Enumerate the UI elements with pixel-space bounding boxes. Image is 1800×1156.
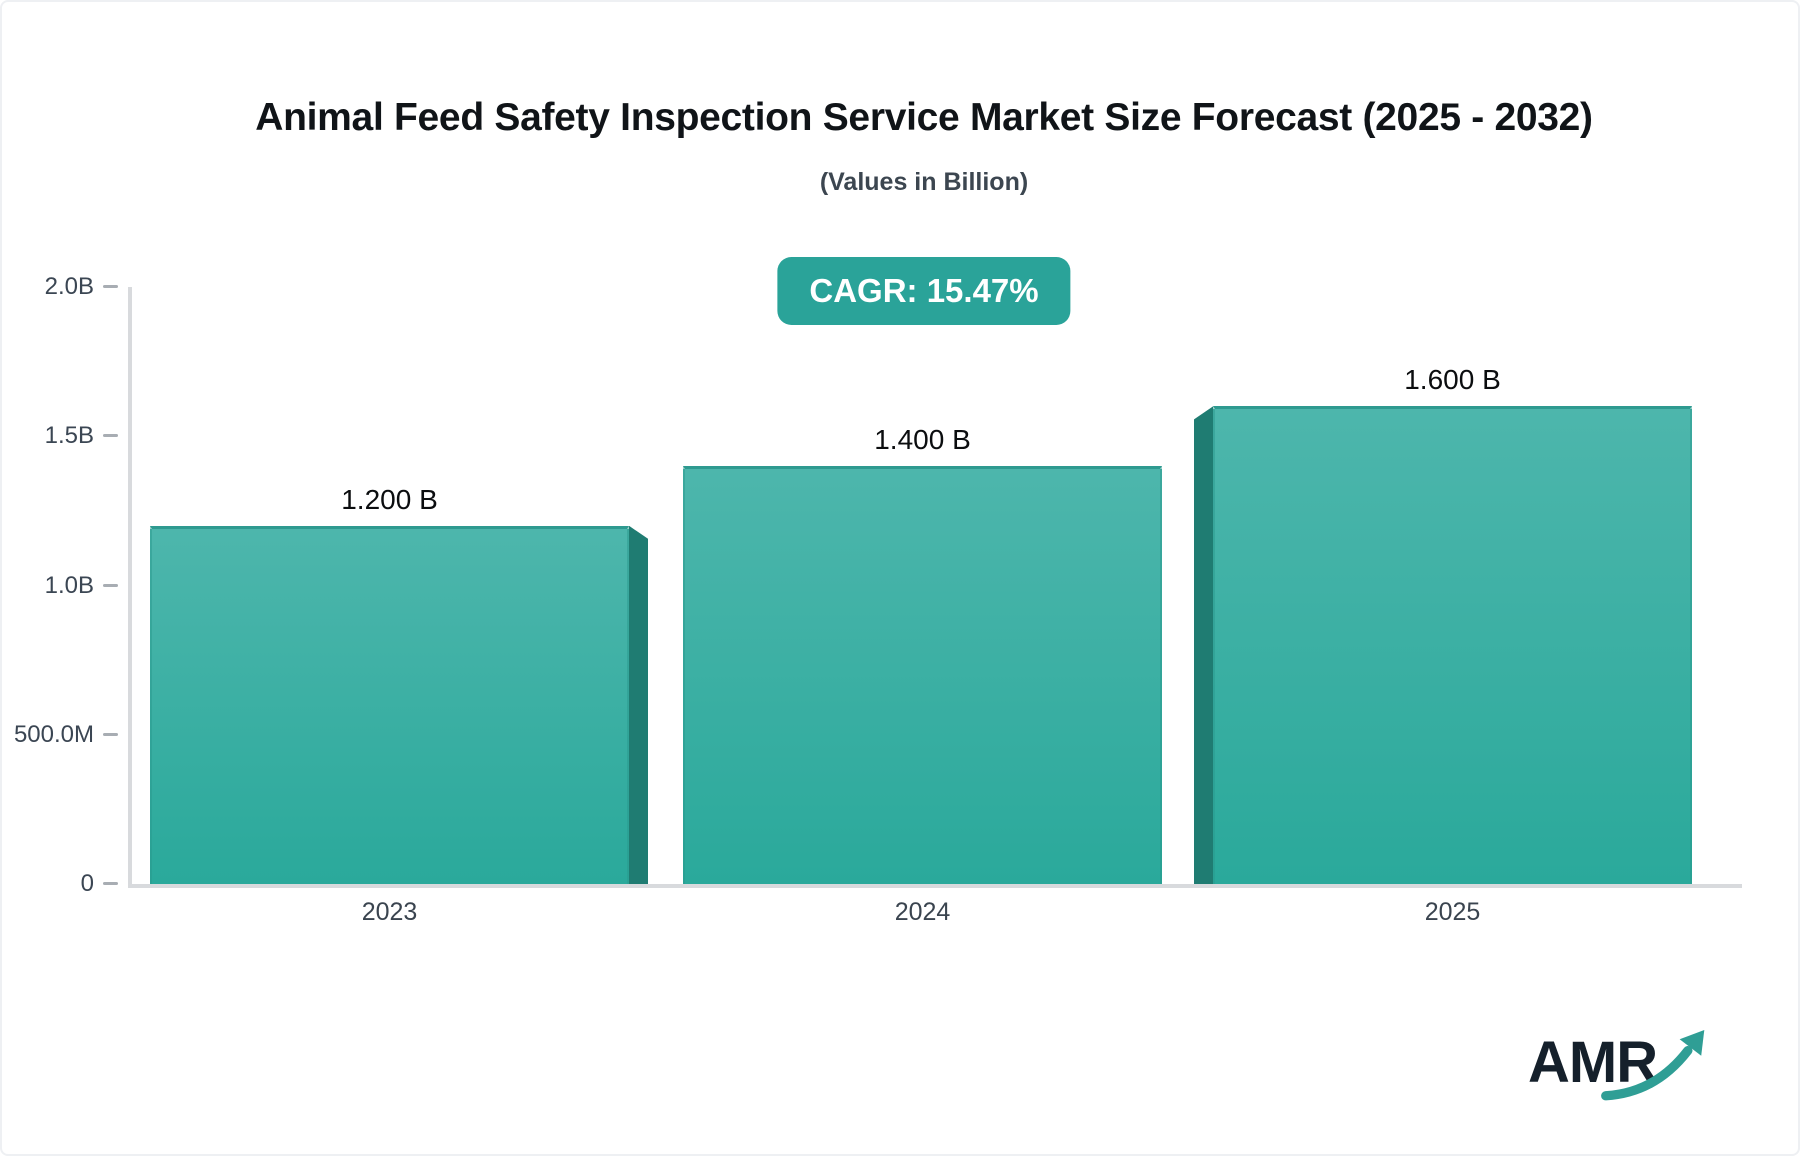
cagr-badge: CAGR: 15.47%: [777, 257, 1071, 325]
y-tick-dash-3: [103, 732, 118, 736]
bar-value-label-2024: 1.400 B: [874, 424, 971, 456]
y-tick-dash-1: [103, 434, 118, 438]
y-tick-label-2: 1.0B: [44, 571, 94, 599]
y-tick-label-0: 2.0B: [44, 273, 94, 300]
bar-2025: [1213, 406, 1692, 884]
chart-title: Animal Feed Safety Inspection Service Ma…: [255, 96, 1593, 139]
bar-value-label-2025: 1.600 B: [1404, 364, 1501, 396]
growth-arrow-icon: [1601, 1030, 1705, 1101]
x-axis-label-2025: 2025: [1424, 898, 1481, 926]
x-axis-label-2023: 2023: [361, 898, 418, 926]
y-tick-label-4: 0: [80, 870, 94, 897]
amr-logo-text: AMR: [1528, 1030, 1658, 1095]
bar-2023: [150, 525, 629, 884]
x-axis-label-2024: 2024: [894, 898, 951, 926]
y-tick-label-1: 1.5B: [44, 422, 94, 450]
y-tick-dash-2: [103, 583, 118, 587]
chart-subtitle: (Values in Billion): [819, 168, 1029, 196]
bar-2024: [683, 466, 1162, 884]
y-tick-dash-4: [103, 882, 118, 885]
x-axis-line: [128, 884, 1742, 888]
y-axis-line: [128, 287, 132, 888]
bar-value-label-2023: 1.200 B: [341, 483, 438, 515]
y-tick-label-3: 500.0M: [13, 720, 94, 748]
bar-2023-side: [629, 525, 648, 884]
bar-2025-side: [1194, 406, 1213, 884]
y-tick-dash-0: [103, 285, 118, 288]
amr-logo: AMR: [1528, 1030, 1705, 1101]
